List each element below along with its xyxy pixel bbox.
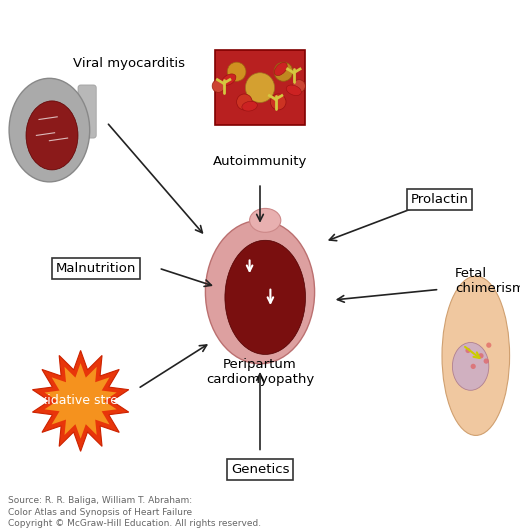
Polygon shape bbox=[32, 350, 129, 451]
Text: Viral myocarditis: Viral myocarditis bbox=[73, 57, 185, 70]
FancyBboxPatch shape bbox=[78, 85, 96, 138]
Ellipse shape bbox=[9, 78, 89, 182]
Text: Source: R. R. Baliga, William T. Abraham:
Color Atlas and Synopsis of Heart Fail: Source: R. R. Baliga, William T. Abraham… bbox=[8, 496, 261, 528]
FancyBboxPatch shape bbox=[215, 50, 305, 125]
Circle shape bbox=[227, 62, 246, 81]
Text: Genetics: Genetics bbox=[231, 464, 289, 476]
Circle shape bbox=[478, 353, 484, 358]
Ellipse shape bbox=[26, 101, 78, 170]
Ellipse shape bbox=[242, 101, 257, 111]
Text: Malnutrition: Malnutrition bbox=[56, 262, 136, 275]
Circle shape bbox=[237, 94, 252, 110]
Circle shape bbox=[484, 358, 489, 364]
Circle shape bbox=[212, 80, 225, 92]
Circle shape bbox=[471, 364, 476, 369]
Circle shape bbox=[274, 62, 293, 81]
Ellipse shape bbox=[225, 240, 306, 355]
Text: Fetal
chimerism: Fetal chimerism bbox=[455, 268, 520, 295]
Ellipse shape bbox=[205, 220, 315, 364]
Ellipse shape bbox=[452, 342, 489, 390]
Ellipse shape bbox=[287, 85, 301, 96]
Text: Oxidative stress: Oxidative stress bbox=[30, 395, 131, 407]
Text: Peripartum
cardiomyopathy: Peripartum cardiomyopathy bbox=[206, 358, 314, 386]
Circle shape bbox=[486, 342, 491, 348]
Text: Prolactin: Prolactin bbox=[410, 193, 469, 205]
Ellipse shape bbox=[250, 209, 281, 233]
Ellipse shape bbox=[222, 74, 236, 85]
Circle shape bbox=[465, 348, 471, 353]
Polygon shape bbox=[45, 363, 116, 439]
Circle shape bbox=[293, 80, 305, 92]
Circle shape bbox=[270, 94, 286, 110]
Ellipse shape bbox=[442, 276, 510, 435]
Text: Autoimmunity: Autoimmunity bbox=[213, 156, 307, 168]
Ellipse shape bbox=[275, 63, 287, 75]
Circle shape bbox=[245, 73, 275, 102]
